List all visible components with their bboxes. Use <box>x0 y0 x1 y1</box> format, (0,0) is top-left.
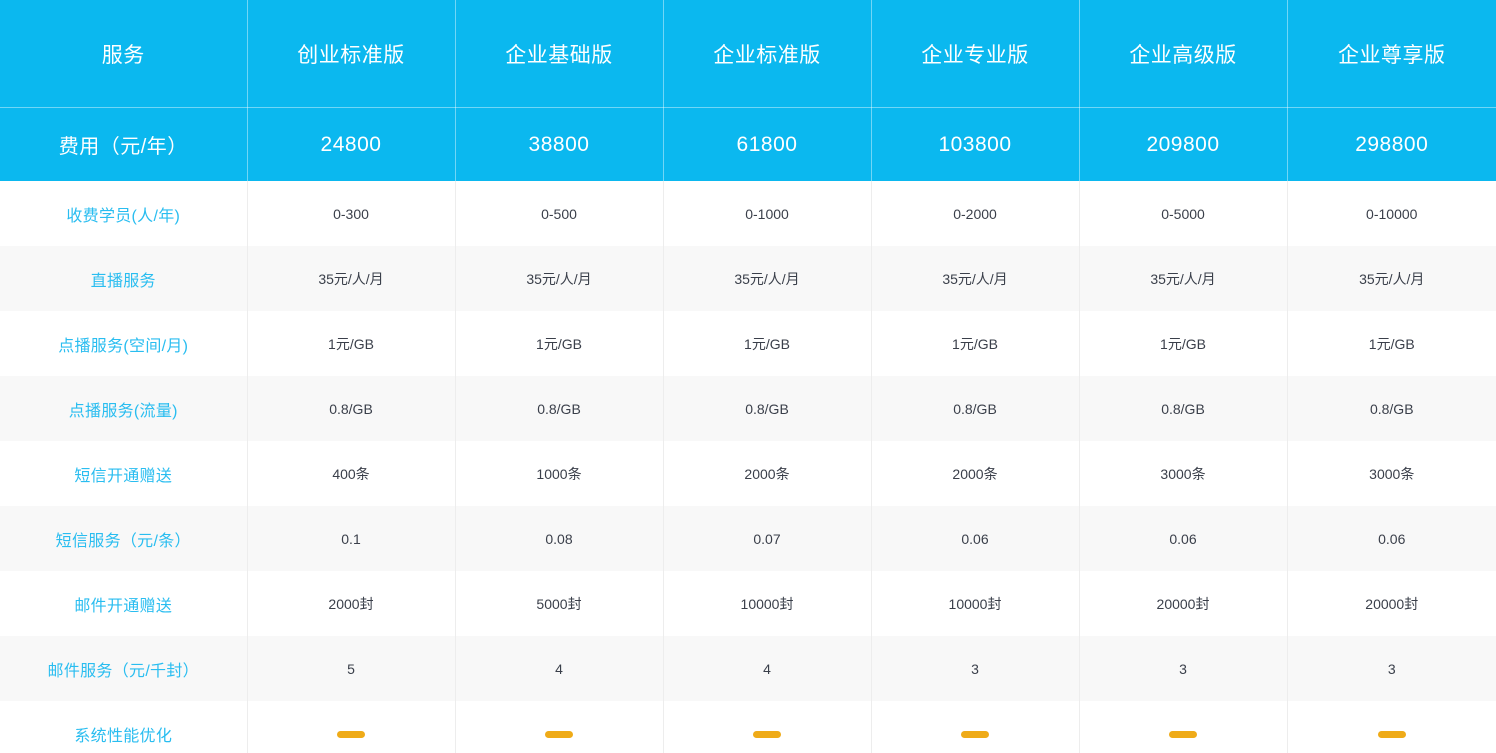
table-cell: 35元/人/月 <box>663 246 872 311</box>
table-cell: 20000封 <box>1287 571 1496 636</box>
table-cell: 1元/GB <box>1079 311 1288 376</box>
dash-marker-icon <box>337 731 365 739</box>
header-plan-2: 企业标准版 <box>663 0 872 108</box>
dash-marker-icon <box>961 731 989 739</box>
header-plan-1: 企业基础版 <box>455 0 664 108</box>
table-cell: 0.06 <box>1079 506 1288 571</box>
table-cell: 3000条 <box>1287 441 1496 506</box>
table-cell: 1元/GB <box>871 311 1080 376</box>
table-cell: 0-2000 <box>871 181 1080 246</box>
table-cell: 0-5000 <box>1079 181 1288 246</box>
price-value-5: 298800 <box>1287 107 1496 181</box>
table-cell: 0.06 <box>1287 506 1496 571</box>
row-label: 系统性能优化 <box>0 701 248 753</box>
table-cell: 0.1 <box>247 506 456 571</box>
dash-marker-icon <box>753 731 781 739</box>
table-cell: 0.8/GB <box>871 376 1080 441</box>
table-cell: 4 <box>455 636 664 701</box>
price-value-2: 61800 <box>663 107 872 181</box>
table-cell: 0.08 <box>455 506 664 571</box>
dash-marker-icon <box>545 731 573 739</box>
price-value-1: 38800 <box>455 107 664 181</box>
header-plan-5: 企业尊享版 <box>1287 0 1496 108</box>
dash-marker-icon <box>1377 731 1406 739</box>
dash-marker-icon <box>1169 731 1197 739</box>
table-head: 服务 创业标准版 企业基础版 企业标准版 企业专业版 企业高级版 企业尊享版 费… <box>0 0 1496 181</box>
price-value-4: 209800 <box>1079 107 1288 181</box>
table-row: 短信服务（元/条） 0.1 0.08 0.07 0.06 0.06 0.06 <box>0 506 1496 571</box>
row-label: 点播服务(空间/月) <box>0 311 248 376</box>
table-cell: 0-10000 <box>1287 181 1496 246</box>
table-cell: 0-300 <box>247 181 456 246</box>
table-cell: 1元/GB <box>455 311 664 376</box>
row-label: 邮件服务（元/千封） <box>0 636 248 701</box>
table-cell: 3 <box>1287 636 1496 701</box>
table-cell: 3 <box>1079 636 1288 701</box>
row-label: 短信开通赠送 <box>0 441 248 506</box>
price-value-3: 103800 <box>871 107 1080 181</box>
table-cell <box>663 701 872 753</box>
price-value-0: 24800 <box>247 107 456 181</box>
table-cell: 1元/GB <box>1287 311 1496 376</box>
table-cell: 0.8/GB <box>455 376 664 441</box>
table-cell: 0.07 <box>663 506 872 571</box>
price-row: 费用（元/年） 24800 38800 61800 103800 209800 … <box>0 107 1496 181</box>
table-cell: 35元/人/月 <box>1287 246 1496 311</box>
table-row: 短信开通赠送 400条 1000条 2000条 2000条 3000条 3000条 <box>0 441 1496 506</box>
table-row: 系统性能优化 <box>0 701 1496 753</box>
table-cell: 0.8/GB <box>663 376 872 441</box>
table-cell <box>1287 701 1496 753</box>
table-cell: 10000封 <box>871 571 1080 636</box>
table-cell: 0.06 <box>871 506 1080 571</box>
table-cell: 35元/人/月 <box>247 246 456 311</box>
table-cell: 5000封 <box>455 571 664 636</box>
row-label: 邮件开通赠送 <box>0 571 248 636</box>
table-cell <box>455 701 664 753</box>
table-body: 收费学员(人/年) 0-300 0-500 0-1000 0-2000 0-5000 0-1… <box>0 181 1496 753</box>
table-cell: 2000条 <box>663 441 872 506</box>
table-cell: 35元/人/月 <box>1079 246 1288 311</box>
row-label: 收费学员(人/年) <box>0 181 248 246</box>
table-cell: 0-500 <box>455 181 664 246</box>
table-cell <box>871 701 1080 753</box>
table-cell: 400条 <box>247 441 456 506</box>
table-cell <box>247 701 456 753</box>
table-row: 邮件开通赠送 2000封 5000封 10000封 10000封 20000封 20000封 <box>0 571 1496 636</box>
table-cell: 0.8/GB <box>247 376 456 441</box>
table-cell: 35元/人/月 <box>871 246 1080 311</box>
table-cell: 1000条 <box>455 441 664 506</box>
table-cell: 1元/GB <box>663 311 872 376</box>
table-cell: 35元/人/月 <box>455 246 664 311</box>
table-cell: 20000封 <box>1079 571 1288 636</box>
table-cell: 0-1000 <box>663 181 872 246</box>
table-cell: 3 <box>871 636 1080 701</box>
row-label: 点播服务(流量) <box>0 376 248 441</box>
table-cell: 3000条 <box>1079 441 1288 506</box>
header-plan-3: 企业专业版 <box>871 0 1080 108</box>
row-label: 直播服务 <box>0 246 248 311</box>
table-cell: 0.8/GB <box>1079 376 1288 441</box>
header-row: 服务 创业标准版 企业基础版 企业标准版 企业专业版 企业高级版 企业尊享版 <box>0 0 1496 108</box>
price-row-label: 费用（元/年） <box>0 107 248 181</box>
table-cell: 2000封 <box>247 571 456 636</box>
table-cell: 5 <box>247 636 456 701</box>
table-row: 邮件服务（元/千封） 5 4 4 3 3 3 <box>0 636 1496 701</box>
table-cell: 0.8/GB <box>1287 376 1496 441</box>
header-plan-0: 创业标准版 <box>247 0 456 108</box>
table-row: 直播服务 35元/人/月 35元/人/月 35元/人/月 35元/人/月 35元/人/月 3… <box>0 246 1496 311</box>
table-row: 点播服务(流量) 0.8/GB 0.8/GB 0.8/GB 0.8/GB 0.8/GB 0.… <box>0 376 1496 441</box>
table-cell <box>1079 701 1288 753</box>
table-cell: 2000条 <box>871 441 1080 506</box>
header-plan-4: 企业高级版 <box>1079 0 1288 108</box>
table-row: 收费学员(人/年) 0-300 0-500 0-1000 0-2000 0-5000 0-1… <box>0 181 1496 246</box>
table-cell: 1元/GB <box>247 311 456 376</box>
table-cell: 4 <box>663 636 872 701</box>
table-row: 点播服务(空间/月) 1元/GB 1元/GB 1元/GB 1元/GB 1元/GB 1元/GB <box>0 311 1496 376</box>
table-cell: 10000封 <box>663 571 872 636</box>
row-label: 短信服务（元/条） <box>0 506 248 571</box>
header-service-label: 服务 <box>0 0 248 108</box>
